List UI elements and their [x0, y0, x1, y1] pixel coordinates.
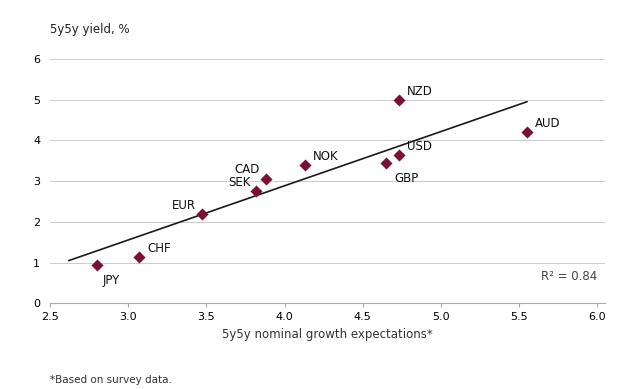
Text: EUR: EUR: [172, 199, 195, 212]
Text: 5y5y yield, %: 5y5y yield, %: [50, 23, 130, 37]
Text: USD: USD: [407, 140, 432, 152]
Point: [197, 211, 207, 217]
Text: NOK: NOK: [313, 150, 338, 163]
Text: AUD: AUD: [535, 117, 560, 130]
Point: [92, 261, 102, 268]
Point: [394, 152, 404, 158]
Point: [522, 129, 532, 135]
Text: JPY: JPY: [103, 274, 120, 287]
Point: [394, 96, 404, 103]
Text: CHF: CHF: [147, 242, 170, 254]
Text: *Based on survey data.: *Based on survey data.: [50, 375, 172, 385]
Text: GBP: GBP: [394, 172, 418, 185]
Point: [300, 162, 310, 168]
Point: [251, 188, 261, 194]
Text: CAD: CAD: [234, 163, 260, 176]
X-axis label: 5y5y nominal growth expectations*: 5y5y nominal growth expectations*: [222, 328, 433, 341]
Text: R² = 0.84: R² = 0.84: [541, 270, 597, 283]
Text: NZD: NZD: [407, 85, 432, 98]
Point: [381, 160, 391, 166]
Point: [261, 176, 271, 182]
Text: SEK: SEK: [228, 176, 250, 189]
Point: [134, 254, 144, 260]
